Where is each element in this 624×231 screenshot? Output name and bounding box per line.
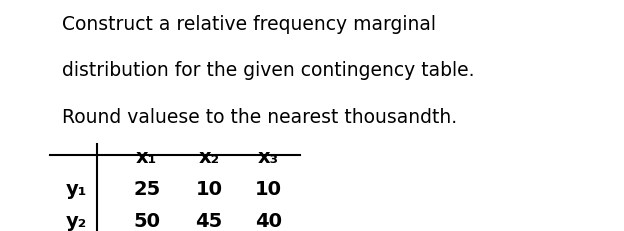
Text: y₁: y₁ (66, 180, 87, 199)
Text: x₂: x₂ (198, 148, 220, 167)
Text: distribution for the given contingency table.: distribution for the given contingency t… (62, 61, 475, 80)
Text: x₁: x₁ (136, 148, 157, 167)
Text: 40: 40 (255, 212, 282, 231)
Text: 10: 10 (195, 180, 223, 199)
Text: 50: 50 (133, 212, 160, 231)
Text: 10: 10 (255, 180, 282, 199)
Text: Round valuese to the nearest thousandth.: Round valuese to the nearest thousandth. (62, 108, 457, 127)
Text: y₂: y₂ (66, 212, 87, 231)
Text: 25: 25 (133, 180, 160, 199)
Text: Construct a relative frequency marginal: Construct a relative frequency marginal (62, 15, 436, 34)
Text: 45: 45 (195, 212, 223, 231)
Text: x₃: x₃ (258, 148, 279, 167)
